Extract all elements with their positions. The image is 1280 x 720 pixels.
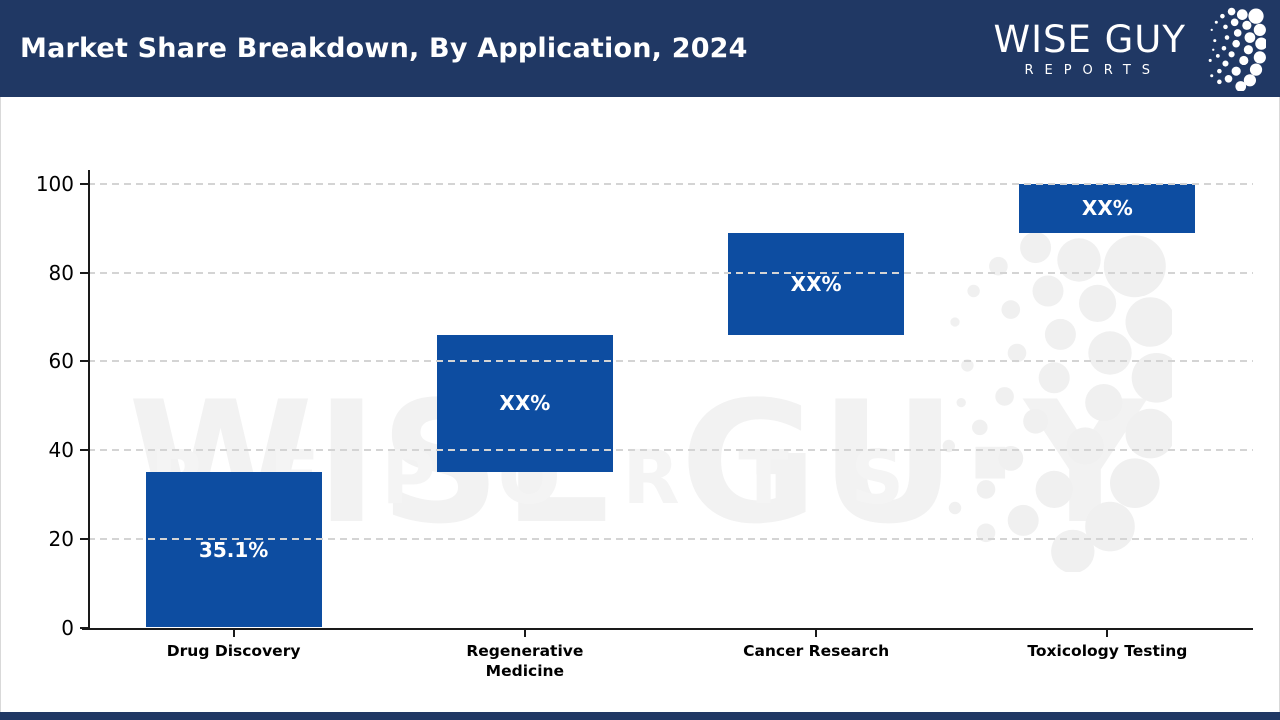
logo-subtitle: REPORTS [1024,62,1162,78]
watermark-face-icon [942,232,1172,572]
gridline-100 [88,183,1253,185]
logo-wordmark: WISE GUY [993,17,1186,61]
market-share-chart: 0 20 40 60 80 100 35.1% Drug Discovery XX% Regene… [0,97,1280,712]
y-tick-label-20: 20 [48,526,74,551]
bar-toxicology-testing: XX% [1019,184,1196,233]
page-title: Market Share Breakdown, By Application, … [20,33,748,64]
gridline-40 [88,449,1253,452]
x-tick-mark [1106,629,1109,637]
logo-text: WISE GUY REPORTS [994,21,1186,77]
gridline-20 [88,537,1253,540]
category-label: Regenerative Medicine [466,641,584,680]
y-tick-mark-40 [80,449,88,452]
bar-value-label: XX% [1081,196,1133,221]
x-tick-mark [815,629,818,637]
bar-value-label: XX% [790,271,842,296]
footer-bar [0,712,1280,720]
y-tick-label-100: 100 [35,172,74,196]
header-bar: Market Share Breakdown, By Application, … [0,0,1280,97]
x-tick-mark [523,629,526,637]
logo: WISE GUY REPORTS [994,7,1280,91]
bar-regenerative-medicine: XX% [436,334,613,472]
y-tick-mark-60 [80,360,88,363]
x-axis [82,627,1253,630]
y-tick-label-40: 40 [48,438,74,463]
y-tick-mark-20 [80,537,88,540]
y-tick-label-80: 80 [48,260,74,285]
y-tick-mark-0 [80,626,88,629]
image-border-left [0,97,1,720]
y-tick-label-60: 60 [48,349,74,374]
category-label: Toxicology Testing [1027,641,1188,660]
bar-value-label: XX% [499,391,551,416]
y-tick-mark-100 [80,183,88,185]
y-axis [88,170,90,630]
bar-drug-discovery: 35.1% [145,471,322,628]
logo-face-icon [1208,7,1266,91]
bar-value-label: 35.1% [198,537,269,562]
category-label: Drug Discovery [166,641,301,660]
category-label: Cancer Research [743,641,890,660]
y-tick-mark-80 [80,271,88,274]
gridline-80 [88,271,1253,274]
gridline-60 [88,360,1253,363]
bar-cancer-research: XX% [728,232,905,335]
x-tick-mark [232,629,235,637]
y-tick-label-0: 0 [61,615,74,640]
